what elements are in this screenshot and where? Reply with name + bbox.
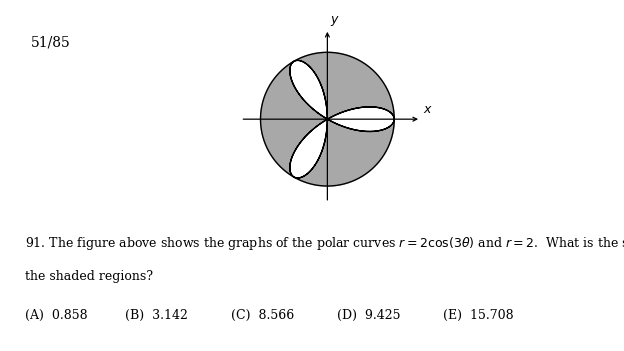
Text: (D)  9.425: (D) 9.425 xyxy=(337,309,401,322)
Text: 91. The figure above shows the graphs of the polar curves $r = 2\cos(3\theta)$ a: 91. The figure above shows the graphs of… xyxy=(25,235,624,252)
Polygon shape xyxy=(290,119,328,178)
Text: (C)  8.566: (C) 8.566 xyxy=(231,309,294,322)
Text: (A)  0.858: (A) 0.858 xyxy=(25,309,87,322)
Polygon shape xyxy=(328,107,394,132)
Polygon shape xyxy=(290,119,328,178)
Polygon shape xyxy=(328,107,394,132)
Text: 51/85: 51/85 xyxy=(31,35,71,49)
Polygon shape xyxy=(290,60,328,119)
Polygon shape xyxy=(261,52,394,186)
Text: the shaded regions?: the shaded regions? xyxy=(25,270,153,283)
Text: (B)  3.142: (B) 3.142 xyxy=(125,309,188,322)
Polygon shape xyxy=(290,60,328,119)
Text: $y$: $y$ xyxy=(330,14,340,28)
Text: (E)  15.708: (E) 15.708 xyxy=(443,309,514,322)
Text: $x$: $x$ xyxy=(422,104,432,117)
